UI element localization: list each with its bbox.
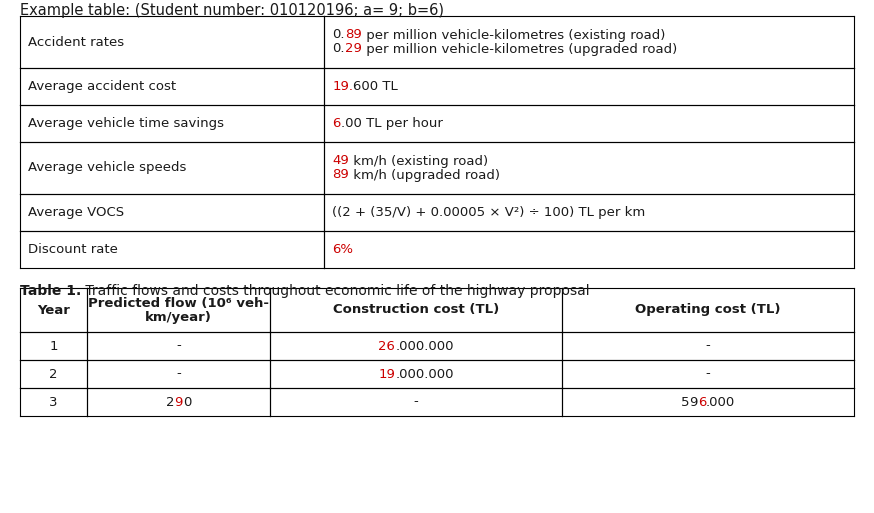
Text: 2: 2 <box>49 367 58 381</box>
Text: 26: 26 <box>378 340 395 352</box>
Text: Average vehicle speeds: Average vehicle speeds <box>28 162 186 174</box>
Text: Discount rate: Discount rate <box>28 243 118 256</box>
Text: .000.000: .000.000 <box>395 367 454 381</box>
Text: 89: 89 <box>332 168 349 182</box>
Text: Average vehicle time savings: Average vehicle time savings <box>28 117 224 130</box>
Text: Traffic flows and costs throughout economic life of the highway proposal: Traffic flows and costs throughout econo… <box>81 284 590 298</box>
Text: Example table: (Student number: 010120196; a= 9; b=6): Example table: (Student number: 01012019… <box>20 3 444 18</box>
Text: km/h (existing road): km/h (existing road) <box>349 154 489 168</box>
Text: .000: .000 <box>706 396 735 408</box>
Text: .00 TL per hour: .00 TL per hour <box>341 117 442 130</box>
Text: 600 TL: 600 TL <box>353 80 399 93</box>
Text: -: - <box>176 367 181 381</box>
Text: 1: 1 <box>49 340 58 352</box>
Text: Operating cost (TL): Operating cost (TL) <box>635 304 780 317</box>
Text: 9: 9 <box>690 396 697 408</box>
Text: -: - <box>705 340 711 352</box>
Text: 5: 5 <box>681 396 690 408</box>
Text: Average VOCS: Average VOCS <box>28 206 124 219</box>
Text: 19.: 19. <box>332 80 353 93</box>
Text: 49: 49 <box>332 154 349 168</box>
Text: 0.: 0. <box>332 43 345 55</box>
Text: 0: 0 <box>183 396 191 408</box>
Text: 89: 89 <box>345 29 362 42</box>
Text: 6: 6 <box>697 396 706 408</box>
Text: -: - <box>705 367 711 381</box>
Text: -: - <box>413 396 419 408</box>
Text: Accident rates: Accident rates <box>28 35 124 49</box>
Text: 19: 19 <box>378 367 395 381</box>
Text: 6%: 6% <box>332 243 353 256</box>
Text: 0.: 0. <box>332 29 345 42</box>
Text: Year: Year <box>37 304 70 317</box>
Text: km/h (upgraded road): km/h (upgraded road) <box>349 168 500 182</box>
Text: ((2 + (35/V) + 0.00005 × V²) ÷ 100) TL per km: ((2 + (35/V) + 0.00005 × V²) ÷ 100) TL p… <box>332 206 646 219</box>
Text: Construction cost (TL): Construction cost (TL) <box>333 304 499 317</box>
Text: Table 1.: Table 1. <box>20 284 81 298</box>
Text: -: - <box>176 340 181 352</box>
Text: 3: 3 <box>49 396 58 408</box>
Text: .000.000: .000.000 <box>395 340 454 352</box>
Text: 6: 6 <box>332 117 341 130</box>
Text: 29: 29 <box>345 43 362 55</box>
Text: Predicted flow (10⁶ veh-: Predicted flow (10⁶ veh- <box>88 297 269 309</box>
Text: km/year): km/year) <box>145 310 212 324</box>
Text: Average accident cost: Average accident cost <box>28 80 177 93</box>
Text: per million vehicle-kilometres (existing road): per million vehicle-kilometres (existing… <box>362 29 665 42</box>
Text: per million vehicle-kilometres (upgraded road): per million vehicle-kilometres (upgraded… <box>362 43 677 55</box>
Text: 2: 2 <box>166 396 174 408</box>
Text: 9: 9 <box>174 396 183 408</box>
